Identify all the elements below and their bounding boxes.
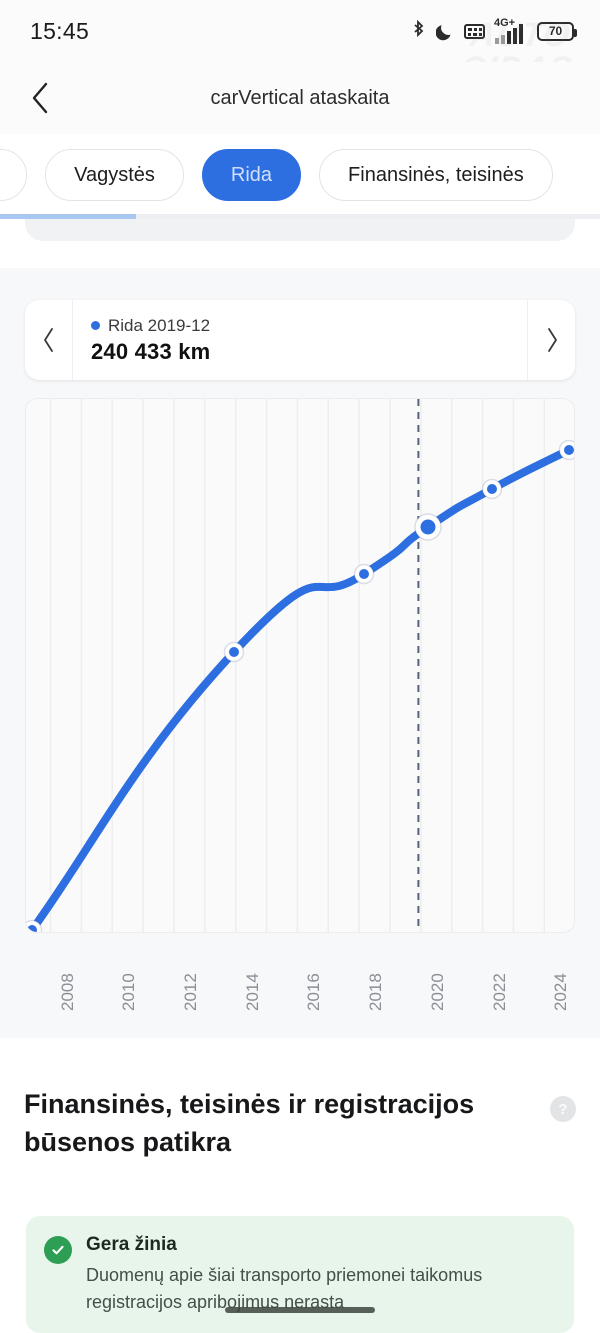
- x-tick-label: 2012: [180, 973, 200, 1011]
- status-bar: 15:45 4G+: [0, 0, 600, 62]
- tab-vagystes[interactable]: Vagystės: [45, 149, 184, 201]
- tab-finansines[interactable]: Finansinės, teisinės: [319, 149, 553, 201]
- x-tick-label: 2022: [489, 973, 509, 1011]
- network-type-label: 4G+: [494, 17, 516, 29]
- tab-chip-partial[interactable]: a: [0, 149, 28, 201]
- help-icon[interactable]: ?: [550, 1096, 576, 1122]
- signal-bars-icon: 4G+: [494, 17, 528, 44]
- chevron-left-icon: [43, 328, 53, 352]
- status-icons: 4G+ 70: [410, 17, 577, 44]
- chart-gridlines: [49, 399, 546, 932]
- x-tick-label: 2010: [119, 973, 139, 1011]
- mileage-readout-card: Rida 2019-12 240 433 km: [25, 300, 575, 380]
- section-heading: Finansinės, teisinės ir registracijos bū…: [24, 1089, 475, 1158]
- chart-x-axis-labels: 2008 2010 2012 2014 2016 2018 2020 2022 2024: [0, 933, 600, 1023]
- status-alert-card: Gera žinia Duomenų apie šiai transporto …: [26, 1216, 574, 1333]
- app-bar: carVertical ataskaita: [0, 62, 600, 134]
- mileage-prev-button[interactable]: [25, 300, 73, 380]
- page-title: carVertical ataskaita: [210, 86, 390, 109]
- x-tick-label: 2016: [304, 973, 324, 1011]
- tab-chip-label: Finansinės, teisinės: [348, 163, 524, 186]
- previous-card-peek: [25, 219, 575, 241]
- mileage-chart[interactable]: [25, 398, 575, 933]
- mileage-value: 240 433 km: [91, 338, 211, 364]
- mileage-series-label: Rida 2019-12: [108, 315, 211, 335]
- check-icon: [44, 1236, 72, 1264]
- x-tick-label: 2014: [242, 973, 262, 1011]
- nav-gesture-handle[interactable]: [225, 1307, 375, 1313]
- battery-icon: 70: [537, 21, 577, 41]
- tab-chip-label: Rida: [230, 163, 273, 186]
- tab-rida[interactable]: Rida: [201, 149, 302, 201]
- tab-strip[interactable]: a Vagystės Rida Finansinės, teisinės: [0, 134, 600, 216]
- mileage-next-button[interactable]: [527, 300, 575, 380]
- tab-chip-label: Vagystės: [74, 163, 155, 186]
- mileage-info: Rida 2019-12 240 433 km: [73, 300, 527, 380]
- x-tick-label: 2020: [427, 973, 447, 1011]
- series-dot-icon: [91, 321, 100, 330]
- chart-data-points: [26, 439, 574, 932]
- alert-title: Gera žinia: [86, 1234, 177, 1255]
- battery-level-label: 70: [548, 24, 563, 38]
- do-not-disturb-moon-icon: [436, 25, 451, 41]
- x-tick-label: 2008: [57, 973, 77, 1011]
- chevron-right-icon: [547, 328, 557, 352]
- vibrate-icon: [464, 23, 485, 39]
- bluetooth-icon: [414, 20, 424, 38]
- x-tick-label: 2024: [551, 973, 571, 1011]
- mileage-chart-svg: [26, 399, 574, 932]
- tab-scroll-indicator[interactable]: [0, 214, 600, 219]
- x-tick-label: 2018: [366, 973, 386, 1011]
- back-button[interactable]: [0, 62, 80, 134]
- status-clock: 15:45: [30, 17, 90, 44]
- chevron-left-icon: [32, 82, 48, 114]
